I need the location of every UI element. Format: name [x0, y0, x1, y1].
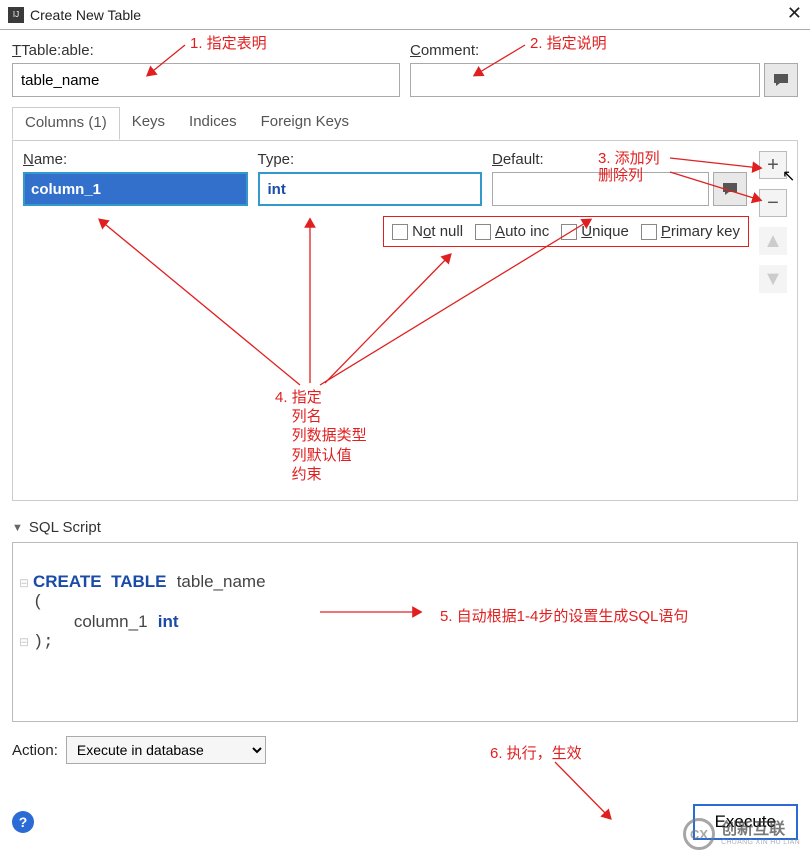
constraints-group: Not null Auto inc Unique Primary key [383, 216, 749, 247]
col-default-input[interactable] [492, 172, 709, 206]
mouse-cursor-icon: ↖ [782, 166, 795, 186]
col-default-label: Default: [492, 151, 747, 168]
chk-primary-key[interactable]: Primary key [641, 223, 740, 240]
move-down-button[interactable]: ▼ [759, 265, 787, 293]
action-select[interactable]: Execute in database [66, 736, 266, 764]
chk-not-null[interactable]: Not null [392, 223, 463, 240]
chk-unique[interactable]: Unique [561, 223, 629, 240]
move-up-button[interactable]: ▲ [759, 227, 787, 255]
collapse-icon[interactable]: ▼ [12, 522, 23, 534]
col-type-label: Type: [258, 151, 483, 168]
window-title: Create New Table [30, 7, 141, 23]
close-icon[interactable]: ✕ [787, 4, 802, 22]
comment-label: Comment: [410, 42, 760, 59]
columns-panel: Name: Type: Default: Not null Auto inc [12, 141, 798, 501]
app-icon: IJ [8, 7, 24, 23]
default-expand-icon[interactable] [713, 172, 747, 206]
tab-foreign-keys[interactable]: Foreign Keys [249, 107, 361, 140]
col-name-label: Name: [23, 151, 248, 168]
tab-columns[interactable]: Columns (1) [12, 107, 120, 140]
table-label: TTable:able: [12, 42, 400, 59]
title-bar: IJ Create New Table ✕ [0, 0, 810, 30]
comment-input[interactable] [410, 63, 760, 97]
tab-keys[interactable]: Keys [120, 107, 177, 140]
chk-auto-inc[interactable]: Auto inc [475, 223, 549, 240]
action-label: Action: [12, 742, 58, 759]
table-name-input[interactable] [12, 63, 400, 97]
watermark: CX 创新互联 CHUANG XIN HU LIAN [683, 818, 800, 850]
col-type-input[interactable] [258, 172, 483, 206]
sql-header[interactable]: ▼ SQL Script [12, 519, 798, 536]
tab-indices[interactable]: Indices [177, 107, 249, 140]
comment-expand-icon[interactable] [764, 63, 798, 97]
tabs: Columns (1) Keys Indices Foreign Keys [12, 107, 798, 141]
col-name-input[interactable] [23, 172, 248, 206]
help-button[interactable]: ? [12, 811, 34, 833]
remove-column-button[interactable]: − [759, 189, 787, 217]
sql-script-box[interactable]: ⊟CREATE TABLE table_name ( column_1 int … [12, 542, 798, 722]
